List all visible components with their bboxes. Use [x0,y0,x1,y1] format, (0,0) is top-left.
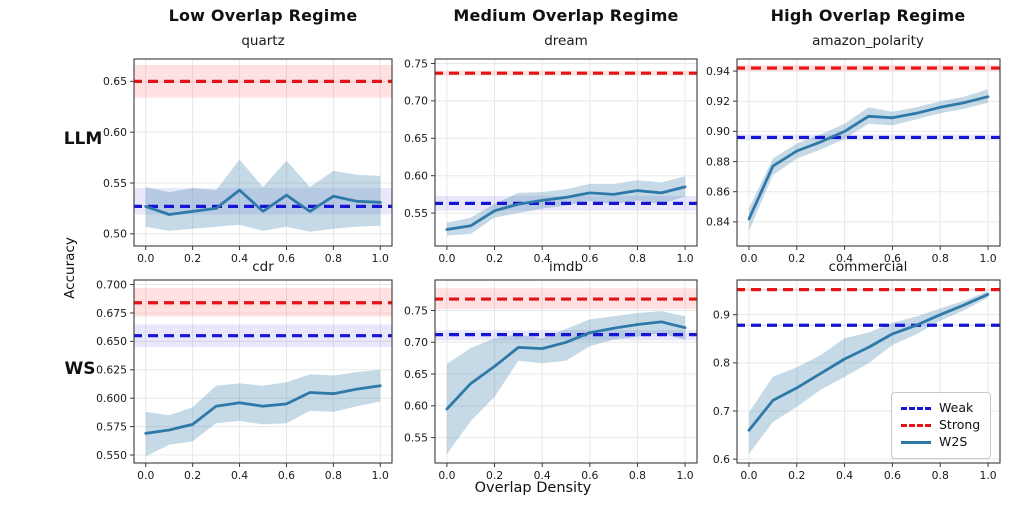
svg-text:0.86: 0.86 [706,186,730,199]
svg-text:0.0: 0.0 [740,252,757,265]
svg-text:0.8: 0.8 [325,252,342,265]
svg-text:0.675: 0.675 [96,307,127,320]
svg-text:0.0: 0.0 [438,252,455,265]
svg-text:0.4: 0.4 [231,469,248,482]
legend-item-strong: Strong [901,417,982,434]
legend-label-w2s: W2S [939,434,968,450]
svg-text:0.55: 0.55 [103,177,127,190]
svg-text:0.6: 0.6 [581,252,598,265]
svg-text:0.575: 0.575 [96,420,127,433]
legend: Weak Strong W2S [891,392,991,459]
svg-text:1.0: 1.0 [372,252,389,265]
svg-text:0.92: 0.92 [706,95,730,108]
svg-text:0.90: 0.90 [706,125,730,138]
w2s-solid-line-sample [901,441,931,444]
subplot-title-dream: dream [544,33,588,49]
subplot-title-quartz: quartz [241,33,285,49]
x-axis-label: Overlap Density [474,480,592,496]
subplot-quartz: 0.50 0.55 0.60 0.65 0.0 0.2 0.4 0.6 0.8 1.0 [103,58,393,265]
svg-text:0.8: 0.8 [713,357,730,370]
svg-text:0.50: 0.50 [103,228,127,241]
svg-text:0.2: 0.2 [788,252,805,265]
svg-text:1.0: 1.0 [979,469,996,482]
svg-text:0.70: 0.70 [404,336,428,349]
svg-text:0.4: 0.4 [231,252,248,265]
svg-text:0.6: 0.6 [884,469,901,482]
svg-text:0.88: 0.88 [706,155,730,168]
svg-text:0.6: 0.6 [278,469,295,482]
column-header-medium: Medium Overlap Regime [453,6,679,25]
svg-text:0.0: 0.0 [740,469,757,482]
svg-text:0.4: 0.4 [534,252,551,265]
svg-text:0.8: 0.8 [325,469,342,482]
row-label-llm: LLM [63,129,103,149]
svg-text:0.94: 0.94 [706,65,730,78]
legend-item-weak: Weak [901,400,982,417]
svg-text:0.65: 0.65 [404,368,428,381]
svg-text:1.0: 1.0 [677,252,694,265]
svg-text:0.8: 0.8 [629,252,646,265]
svg-text:0.2: 0.2 [184,469,201,482]
svg-text:0.65: 0.65 [404,132,428,145]
svg-text:0.75: 0.75 [404,304,428,317]
svg-text:0.84: 0.84 [706,216,730,229]
svg-text:0.70: 0.70 [404,95,428,108]
svg-text:0.2: 0.2 [486,252,503,265]
svg-text:0.0: 0.0 [137,252,154,265]
svg-text:0.0: 0.0 [137,469,154,482]
svg-text:0.65: 0.65 [103,75,127,88]
legend-item-w2s: W2S [901,434,982,451]
svg-text:0.700: 0.700 [96,278,127,291]
svg-text:0.4: 0.4 [836,469,853,482]
svg-text:1.0: 1.0 [979,252,996,265]
svg-text:0.60: 0.60 [103,126,127,139]
subplot-title-imdb: imdb [548,259,584,275]
svg-text:0.60: 0.60 [404,400,428,413]
subplot-cdr: 0.550 0.575 0.600 0.625 0.650 0.675 0.700 0.0 0.… [96,278,393,482]
svg-text:0.6: 0.6 [713,453,730,466]
subplot-title-cdr: cdr [252,259,274,275]
svg-text:0.55: 0.55 [404,431,428,444]
svg-text:0.6: 0.6 [581,469,598,482]
subplot-title-commercial: commercial [828,259,908,275]
svg-text:0.6: 0.6 [884,252,901,265]
legend-label-strong: Strong [939,417,981,433]
legend-label-weak: Weak [939,400,974,416]
subplot-title-amazon-polarity: amazon_polarity [812,33,924,49]
svg-text:0.8: 0.8 [932,469,949,482]
column-header-low: Low Overlap Regime [168,6,358,25]
svg-text:0.8: 0.8 [932,252,949,265]
y-axis-label: Accuracy [62,237,78,299]
svg-text:0.7: 0.7 [713,405,730,418]
svg-text:0.4: 0.4 [534,469,551,482]
weak-dashed-line-sample [901,407,931,410]
svg-text:0.2: 0.2 [184,252,201,265]
svg-text:0.2: 0.2 [788,469,805,482]
svg-text:0.8: 0.8 [629,469,646,482]
column-header-high: High Overlap Regime [770,6,966,25]
strong-dashed-line-sample [901,424,931,427]
svg-text:1.0: 1.0 [372,469,389,482]
svg-text:0.550: 0.550 [96,449,127,462]
subplot-dream: 0.55 0.60 0.65 0.70 0.75 0.0 0.2 0.4 0.6 0.8 1.0 [404,57,698,265]
svg-text:0.9: 0.9 [713,308,730,321]
svg-text:0.0: 0.0 [438,469,455,482]
svg-text:1.0: 1.0 [677,469,694,482]
svg-text:0.55: 0.55 [404,207,428,220]
svg-text:0.4: 0.4 [836,252,853,265]
svg-text:0.75: 0.75 [404,57,428,70]
svg-text:0.6: 0.6 [278,252,295,265]
svg-text:0.60: 0.60 [404,169,428,182]
subplot-amazon-polarity: 0.84 0.86 0.88 0.90 0.92 0.94 0.0 0.2 0.4 0.6 0.8 1… [706,58,1001,265]
svg-text:0.625: 0.625 [96,364,127,377]
subplot-imdb: 0.55 0.60 0.65 0.70 0.75 0.0 0.2 0.4 0.6 0.8 1.0 [404,279,698,482]
svg-text:0.600: 0.600 [96,392,127,405]
svg-text:0.2: 0.2 [486,469,503,482]
svg-text:0.650: 0.650 [96,335,127,348]
row-label-ws: WS [64,359,96,379]
